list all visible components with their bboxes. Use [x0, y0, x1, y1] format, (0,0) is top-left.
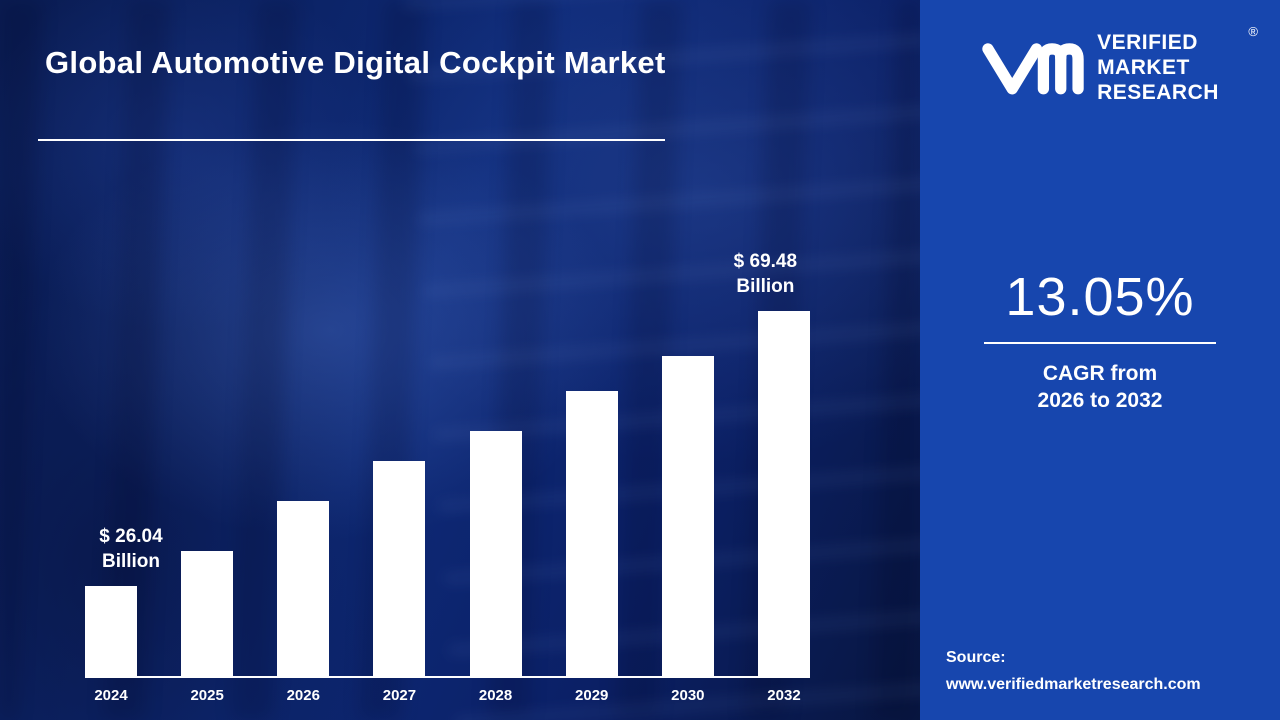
- bar-chart: $ 26.04 Billion $ 69.48 Billion 2024 2025…: [85, 251, 810, 704]
- annotation-unit: Billion: [736, 276, 795, 297]
- brand-name: VERIFIED MARKET RESEARCH: [1097, 30, 1219, 105]
- bar-annotation-0: $ 26.04 Billion: [85, 524, 177, 574]
- source-block: Source: www.verifiedmarketresearch.com: [946, 644, 1254, 698]
- x-tick-2028: 2028: [478, 687, 513, 704]
- x-tick-2029: 2029: [575, 687, 609, 704]
- brand-line-3: RESEARCH: [1097, 81, 1219, 104]
- bar-2032: [757, 311, 810, 676]
- bar-2026: [277, 501, 330, 676]
- brand-logo-block: VERIFIED MARKET RESEARCH ®: [946, 24, 1258, 105]
- bar-2028: [469, 431, 522, 676]
- cagr-caption: CAGR from 2026 to 2032: [946, 360, 1254, 414]
- vmr-logo-icon: [982, 42, 1084, 94]
- bar-annotation-7: $ 69.48 Billion: [719, 249, 811, 299]
- x-tick-2030: 2030: [671, 687, 705, 704]
- x-axis-labels: 2024 2025 2026 2027 2028 2029 2030 2032: [85, 687, 810, 704]
- bar-2025: [181, 551, 234, 676]
- cagr-value: 13.05%: [1005, 266, 1195, 327]
- brand-line-1: VERIFIED: [1097, 31, 1198, 54]
- bar-2029: [565, 391, 618, 676]
- annotation-value: $ 69.48: [733, 251, 798, 272]
- cagr-caption-line-2: 2026 to 2032: [1037, 388, 1163, 412]
- annotation-unit: Billion: [101, 551, 161, 572]
- page-title: Global Automotive Digital Cockpit Market: [45, 45, 666, 80]
- source-url-link[interactable]: www.verifiedmarketresearch.com: [946, 676, 1201, 693]
- registered-trademark-icon: ®: [1248, 24, 1258, 39]
- x-tick-2025: 2025: [190, 687, 224, 704]
- bar-2024: [85, 586, 137, 676]
- cagr-underline: [984, 341, 1216, 344]
- x-tick-2026: 2026: [286, 687, 320, 704]
- x-tick-2032: 2032: [767, 687, 801, 704]
- bar-2027: [373, 461, 426, 676]
- x-tick-2027: 2027: [382, 687, 417, 704]
- annotation-value: $ 26.04: [99, 526, 163, 547]
- cagr-stat: 13.05% CAGR from 2026 to 2032: [946, 266, 1254, 414]
- x-axis-line: [85, 676, 810, 678]
- x-tick-2024: 2024: [94, 687, 128, 704]
- cagr-caption-line-1: CAGR from: [1042, 361, 1158, 385]
- source-label: Source:: [946, 649, 1006, 666]
- side-panel: VERIFIED MARKET RESEARCH ® 13.05% CAGR f…: [920, 0, 1280, 720]
- bar-2030: [661, 356, 714, 676]
- bars-row: $ 26.04 Billion $ 69.48 Billion: [85, 251, 810, 676]
- title-underline: [38, 139, 665, 141]
- brand-line-2: MARKET: [1097, 56, 1190, 79]
